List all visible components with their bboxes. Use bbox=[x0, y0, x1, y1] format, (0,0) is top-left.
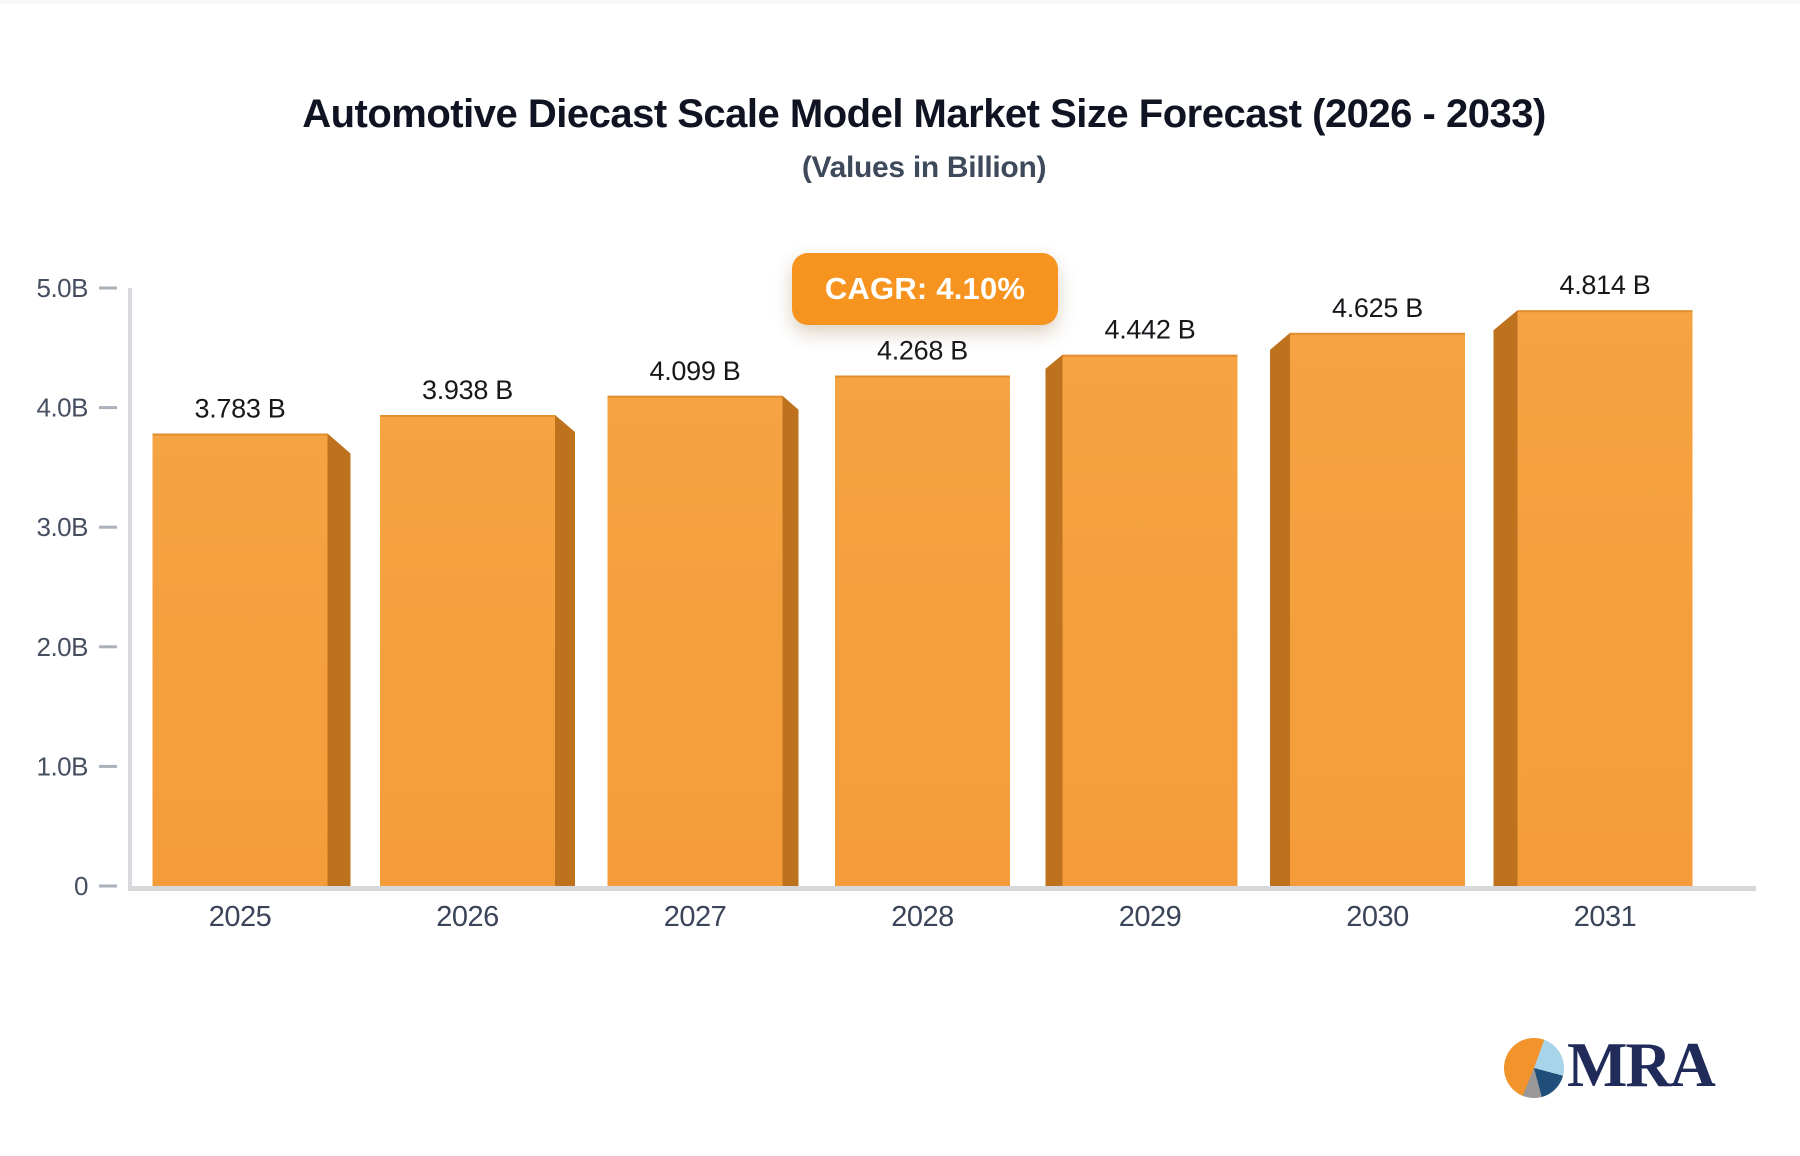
x-axis-label-2025: 2025 bbox=[209, 901, 272, 933]
bar-value-label: 4.442 B bbox=[1105, 315, 1196, 345]
y-tick-label-5.0B: 5.0B bbox=[37, 273, 89, 303]
y-tick-label-3.0B: 3.0B bbox=[37, 512, 89, 542]
cagr-badge: CAGR: 4.10% bbox=[792, 253, 1058, 325]
cagr-badge-label: CAGR: 4.10% bbox=[824, 271, 1026, 306]
x-axis-label-2031: 2031 bbox=[1574, 901, 1637, 933]
x-axis-label-2027: 2027 bbox=[664, 901, 727, 933]
x-axis-label-2029: 2029 bbox=[1119, 901, 1182, 933]
bar-2029: 4.442 B 2029 bbox=[1045, 315, 1238, 933]
y-tick-label-0: 0 bbox=[74, 871, 88, 901]
brand-logo-text: MRA bbox=[1567, 1029, 1716, 1100]
x-axis-line bbox=[128, 886, 1756, 891]
bar-2028: 4.268 B 2028 bbox=[835, 336, 1010, 933]
bar-front-face bbox=[607, 395, 783, 886]
bar-2031: 4.814 B 2031 bbox=[1493, 270, 1693, 933]
page-subtitle: (Values in Billion) bbox=[801, 151, 1047, 184]
bar-front-face bbox=[835, 375, 1010, 886]
bar-side-face bbox=[1493, 310, 1518, 886]
y-tick-5.0B bbox=[99, 286, 117, 290]
y-tick-0 bbox=[99, 884, 117, 888]
bar-2026: 3.938 B 2026 bbox=[380, 375, 575, 933]
brand-logo: MRA bbox=[1504, 1029, 1716, 1100]
bar-value-label: 4.814 B bbox=[1560, 270, 1651, 300]
y-axis-line bbox=[128, 288, 132, 891]
y-tick-label-1.0B: 1.0B bbox=[37, 751, 89, 781]
x-axis-label-2028: 2028 bbox=[891, 901, 954, 933]
bar-value-label: 4.268 B bbox=[877, 336, 968, 366]
bar-side-face bbox=[327, 433, 351, 886]
bar-side-face bbox=[1270, 332, 1290, 887]
bar-side-face bbox=[1045, 354, 1063, 886]
bar-value-label: 3.938 B bbox=[422, 375, 513, 405]
chart-header: Automotive Diecast Scale Model Market Si… bbox=[0, 92, 1800, 185]
page-title: Automotive Diecast Scale Model Market Si… bbox=[302, 92, 1546, 136]
x-axis-label-2030: 2030 bbox=[1346, 901, 1409, 933]
pie-chart-logo-icon bbox=[1504, 1038, 1564, 1098]
bar-value-label: 3.783 B bbox=[195, 394, 286, 424]
top-edge-strip bbox=[0, 0, 1800, 4]
y-tick-label-4.0B: 4.0B bbox=[37, 393, 89, 423]
bar-2030: 4.625 B 2030 bbox=[1270, 293, 1465, 933]
bar-front-face bbox=[1517, 310, 1693, 886]
y-tick-4.0B bbox=[99, 406, 117, 410]
bar-front-face bbox=[1290, 332, 1465, 887]
y-tick-1.0B bbox=[99, 764, 117, 768]
y-tick-3.0B bbox=[99, 525, 117, 529]
x-axis-label-2026: 2026 bbox=[436, 901, 499, 933]
bar-value-label: 4.625 B bbox=[1332, 293, 1423, 323]
bar-2025: 3.783 B 2025 bbox=[152, 394, 351, 933]
bar-2027: 4.099 B 2027 bbox=[607, 356, 799, 933]
y-tick-label-2.0B: 2.0B bbox=[37, 632, 89, 662]
bar-side-face bbox=[555, 415, 575, 886]
bar-side-face bbox=[782, 395, 799, 886]
bar-front-face bbox=[152, 433, 328, 886]
bar-value-label: 4.099 B bbox=[650, 356, 741, 386]
y-tick-2.0B bbox=[99, 645, 117, 649]
bar-front-face bbox=[380, 415, 555, 886]
bar-front-face bbox=[1062, 354, 1238, 886]
